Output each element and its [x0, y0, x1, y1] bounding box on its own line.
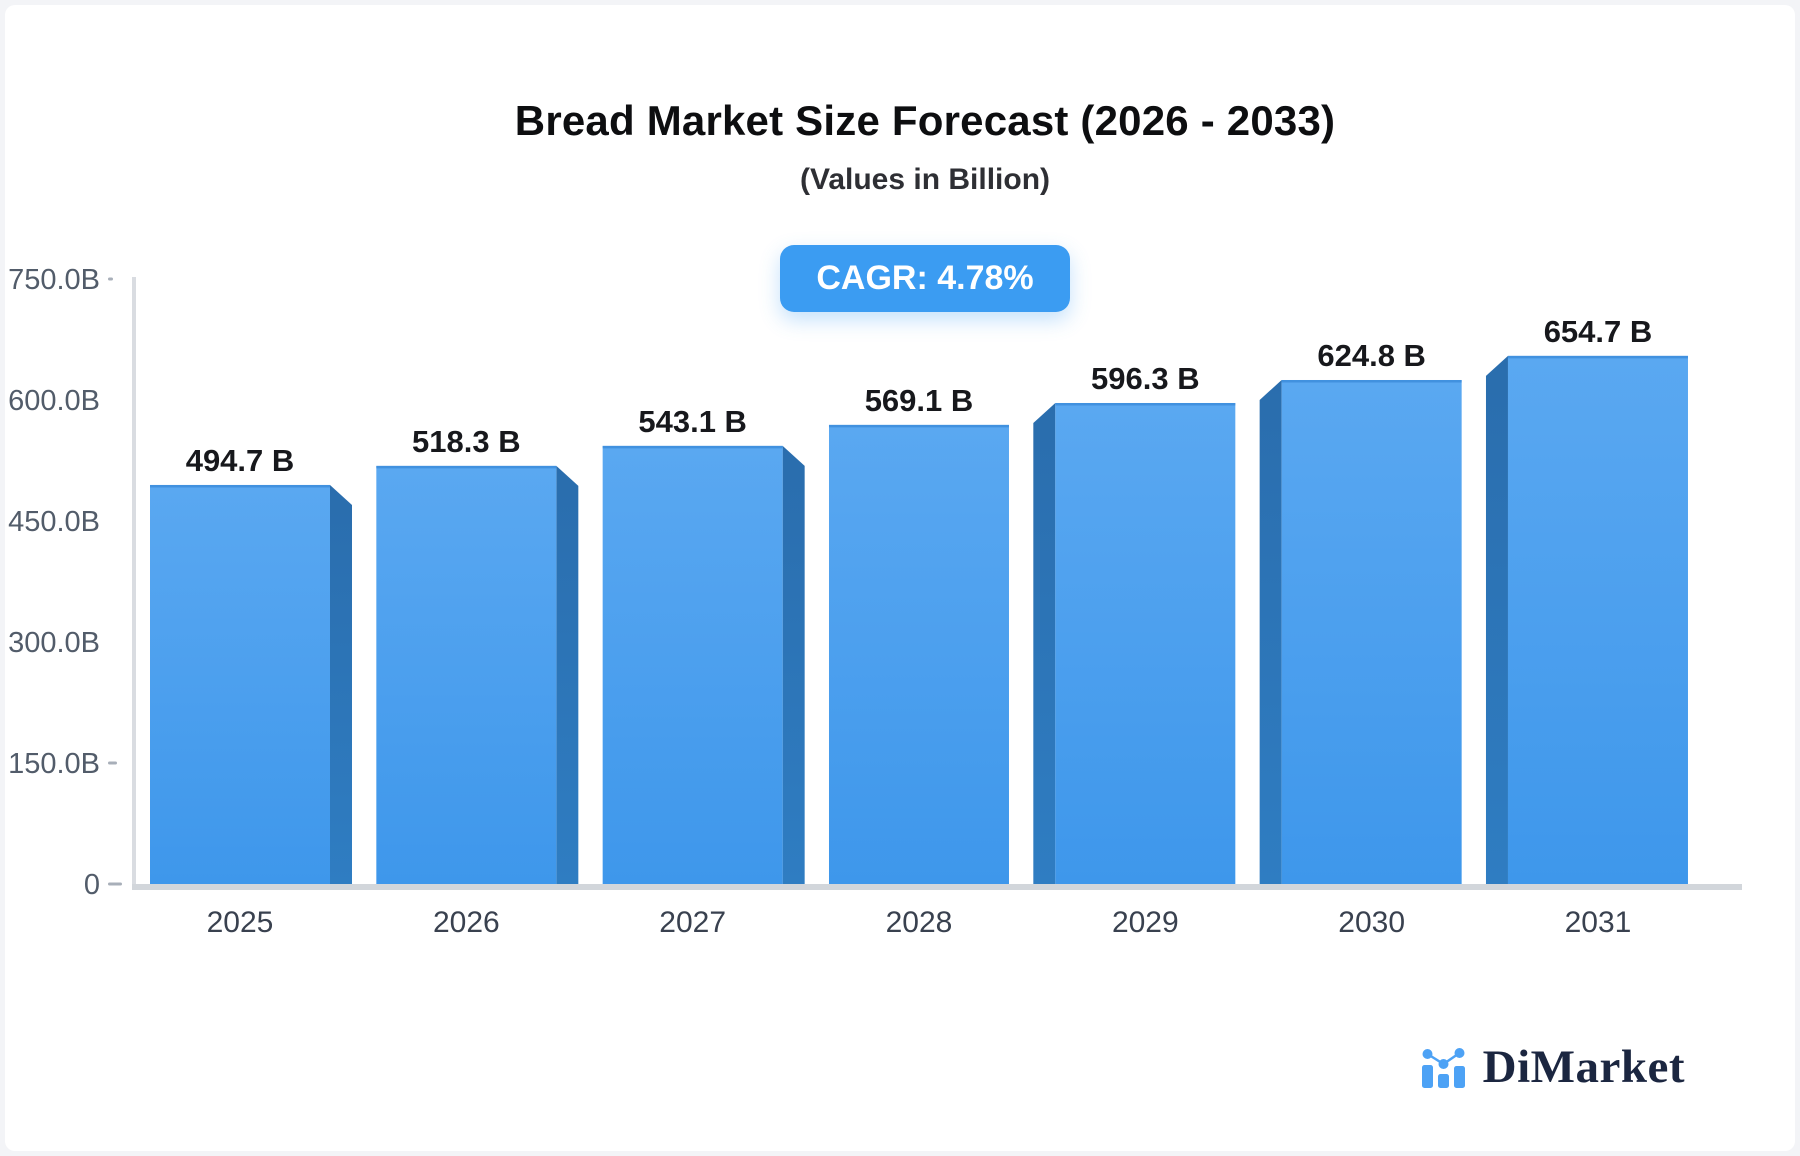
bar-value-label: 654.7 B: [1544, 314, 1653, 349]
brand-logo-icon: [1421, 1048, 1465, 1088]
y-tick-label: 150.0B: [8, 748, 100, 780]
y-axis-line: [132, 277, 136, 890]
y-tick-label: 0: [84, 869, 100, 901]
x-tick-label: 2025: [207, 906, 274, 939]
bar-2030: 624.8 B 2030: [1259, 338, 1462, 939]
y-tick-label: 600.0B: [8, 385, 100, 417]
chart-header: Bread Market Size Forecast (2026 - 2033)…: [55, 97, 1795, 312]
bar-front-face: [1055, 402, 1236, 884]
x-tick-label: 2026: [433, 906, 500, 939]
x-tick-label: 2028: [886, 906, 953, 939]
bar-value-label: 596.3 B: [1091, 361, 1200, 396]
bar-chart: 0 150.0B 300.0B 450.0B 600.0B 750.0B 494.7 B 20…: [8, 264, 1742, 939]
chart-card: 0 150.0B 300.0B 450.0B 600.0B 750.0B 494.7 B 20…: [5, 5, 1795, 1151]
bar-value-label: 569.1 B: [865, 383, 974, 418]
x-tick-label: 2030: [1338, 906, 1405, 939]
bar-side-face: [1485, 355, 1508, 884]
y-tick-mark: [108, 277, 113, 281]
bar-side-face: [1033, 402, 1056, 884]
bar-value-label: 624.8 B: [1317, 338, 1426, 373]
bar-side-face: [330, 484, 352, 884]
brand-logo-text: DiMarket: [1482, 1041, 1685, 1093]
bar-2026: 518.3 B 2026: [376, 424, 579, 939]
bar-2025: 494.7 B 2025: [150, 443, 352, 939]
bar-front-face: [376, 465, 557, 884]
bar-2031: 654.7 B 2031: [1485, 314, 1688, 939]
bar-value-label: 494.7 B: [186, 443, 295, 478]
y-tick-mark: [108, 761, 117, 765]
brand-logo: DiMarket: [1409, 1040, 1685, 1094]
x-tick-label: 2027: [659, 906, 726, 939]
bar-front-face: [1507, 355, 1688, 884]
y-tick-label: 750.0B: [8, 264, 100, 296]
y-tick-label: 450.0B: [8, 506, 100, 538]
x-tick-label: 2029: [1112, 906, 1179, 939]
bar-2027: 543.1 B 2027: [602, 404, 805, 939]
bar-2029: 596.3 B 2029: [1033, 361, 1236, 939]
bar-front-face: [602, 445, 783, 884]
chart-subtitle: (Values in Billion): [799, 163, 1051, 196]
bar-front-face: [828, 424, 1009, 884]
bar-side-face: [1259, 379, 1282, 884]
bar-value-label: 518.3 B: [412, 424, 521, 459]
bar-value-label: 543.1 B: [638, 404, 747, 439]
bar-side-face: [556, 465, 579, 884]
chart-title: Bread Market Size Forecast (2026 - 2033): [514, 97, 1336, 144]
cagr-badge: CAGR: 4.78%: [780, 245, 1070, 312]
y-tick-mark: [108, 882, 122, 886]
bar-front-face: [1281, 379, 1462, 884]
bar-side-face: [782, 445, 805, 884]
y-tick-label: 300.0B: [8, 627, 100, 659]
bar-front-face: [150, 484, 330, 884]
x-axis-baseline: [132, 884, 1742, 890]
bar-2028: 569.1 B 2028: [828, 383, 1009, 939]
x-tick-label: 2031: [1565, 906, 1632, 939]
